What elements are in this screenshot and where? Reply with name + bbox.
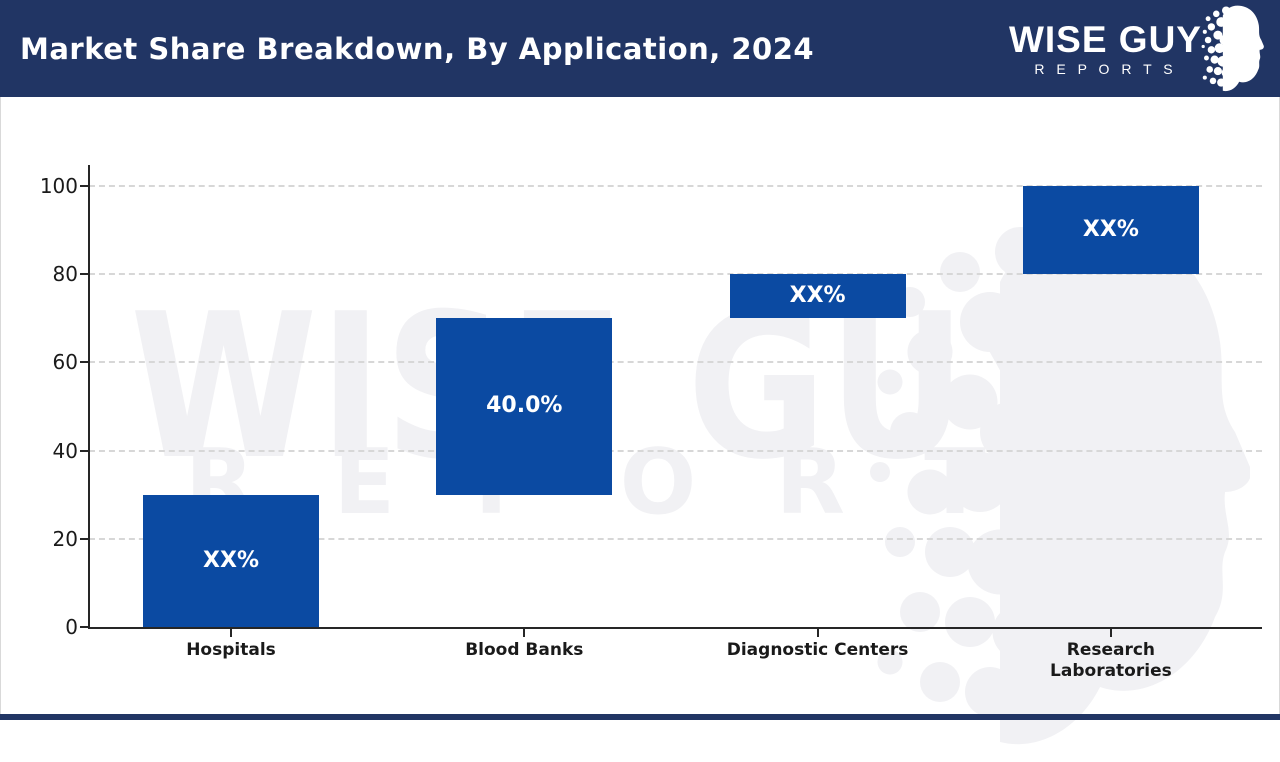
y-tick-label-80: 80 [52, 262, 78, 287]
bar-3: XX% [1022, 186, 1199, 275]
category-label-1: Blood Banks [465, 640, 584, 660]
report-page: { "header": { "title": "Market Share Bre… [0, 0, 1280, 745]
gridline-80 [89, 273, 1262, 276]
y-tick-100 [80, 185, 88, 187]
bar-2: XX% [729, 274, 906, 319]
y-tick-label-0: 0 [65, 615, 78, 639]
y-tick-0 [80, 626, 88, 628]
bar-0: XX% [143, 494, 319, 627]
bar-value-label-0: XX% [203, 547, 259, 573]
y-tick-label-100: 100 [39, 174, 78, 198]
wise-guy-logo: WISE GUY R E P O R T S [1009, 3, 1268, 95]
x-axis-line [88, 627, 1262, 629]
x-tick-0 [230, 629, 232, 637]
y-axis-line [88, 165, 90, 629]
footer-bar [0, 714, 1280, 720]
x-tick-2 [816, 629, 819, 637]
gridline-60 [89, 361, 1262, 364]
logo-tagline: R E P O R T S [1034, 60, 1177, 77]
chart-area: 0 20 40 60 80 100 Hospitals Blood Banks Diagnost… [39, 165, 1262, 681]
bar-1: 40.0% [436, 318, 613, 495]
header: Market Share Breakdown, By Application, … [0, 0, 1280, 97]
category-label-3: Research Laboratories [1050, 640, 1172, 681]
category-label-2: Diagnostic Centers [726, 640, 909, 660]
page-title: Market Share Breakdown, By Application, … [20, 31, 815, 66]
logo-name: WISE GUY [1008, 18, 1202, 60]
gridline-100 [89, 185, 1262, 187]
bar-value-label-3: XX% [1082, 217, 1139, 243]
y-tick-40 [80, 449, 88, 452]
y-tick-label-40: 40 [52, 438, 78, 463]
bar-value-label-2: XX% [789, 283, 846, 309]
y-tick-label-20: 20 [52, 526, 78, 551]
y-tick-60 [80, 361, 88, 364]
gridline-20 [89, 537, 1262, 540]
y-tick-80 [80, 273, 88, 276]
y-tick-20 [80, 537, 88, 540]
y-tick-label-60: 60 [52, 350, 78, 375]
x-tick-1 [523, 629, 526, 637]
face-dots-icon [1201, 5, 1264, 91]
x-tick-3 [1109, 629, 1112, 637]
bar-value-label-1: 40.0% [486, 393, 563, 419]
category-label-0: Hospitals [186, 640, 276, 660]
gridline-40 [89, 449, 1262, 452]
logo-text: WISE GUY R E P O R T S [1009, 21, 1202, 77]
